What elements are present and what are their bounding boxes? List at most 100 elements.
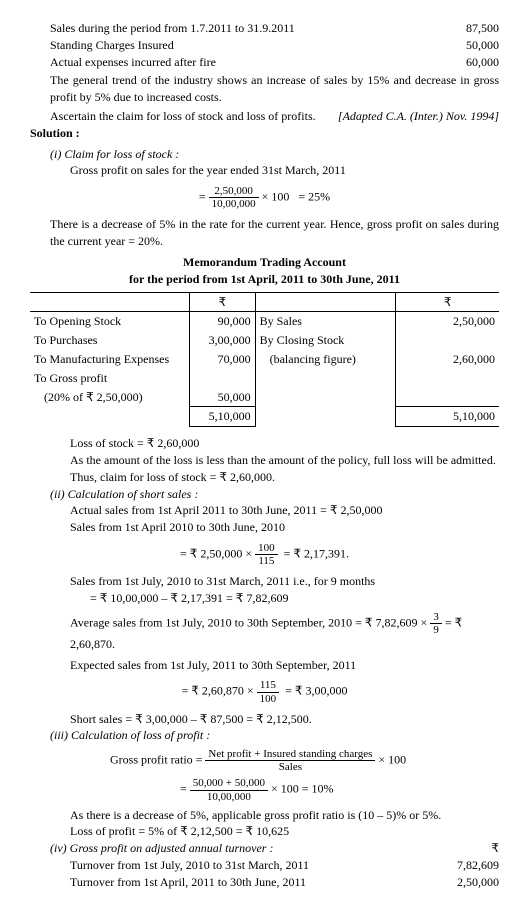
decrease-para: There is a decrease of 5% in the rate fo… bbox=[30, 216, 499, 250]
fraction: 2,50,000 10,00,000 bbox=[209, 185, 259, 210]
ii-eq1: = ₹ 2,50,000 × 100 115 = ₹ 2,17,391. bbox=[30, 542, 499, 567]
eq-pre: Average sales from 1st July, 2010 to 30t… bbox=[70, 615, 427, 629]
part-iii-head: (iii) Calculation of loss of profit : bbox=[30, 727, 499, 744]
frac-num: 115 bbox=[257, 679, 280, 692]
iv-r1: Turnover from 1st July, 2010 to 31st Mar… bbox=[30, 857, 499, 874]
memo-table: ₹ ₹ To Opening Stock 90,000 By Sales 2,5… bbox=[30, 292, 499, 428]
part-num: (i) bbox=[50, 147, 61, 161]
part-i-head: (i) Claim for loss of stock : bbox=[30, 146, 499, 163]
label: Sales during the period from 1.7.2011 to… bbox=[50, 20, 295, 37]
header-line-1: Sales during the period from 1.7.2011 to… bbox=[30, 20, 499, 37]
eq-pre: = ₹ 2,60,870 × bbox=[181, 684, 253, 698]
label: Actual expenses incurred after fire bbox=[50, 54, 216, 71]
ii-a3a: Sales from 1st July, 2010 to 31st March,… bbox=[30, 573, 499, 590]
part-title: Calculation of loss of profit : bbox=[71, 728, 210, 742]
rs-symbol: ₹ bbox=[439, 840, 499, 857]
frac-mult: × 100 bbox=[262, 190, 290, 204]
gp-equation: = 2,50,000 10,00,000 × 100 = 25% bbox=[30, 185, 499, 210]
frac-den: 115 bbox=[255, 555, 278, 567]
total-r: 5,10,000 bbox=[396, 407, 499, 427]
iii-gp-ratio: Gross profit ratio = Net profit + Insure… bbox=[30, 748, 499, 773]
value: 2,50,000 bbox=[439, 874, 499, 891]
eq-res: = ₹ 3,00,000 bbox=[285, 684, 347, 698]
header-line-3: Actual expenses incurred after fire 60,0… bbox=[30, 54, 499, 71]
frac-num: 3 bbox=[430, 611, 442, 624]
iii-p1: As there is a decrease of 5%, applicable… bbox=[30, 807, 499, 824]
loss-stock-1: Loss of stock = ₹ 2,60,000 bbox=[30, 435, 499, 452]
row-amt: 3,00,000 bbox=[189, 331, 255, 350]
frac-den: 10,00,000 bbox=[209, 198, 259, 210]
ascertain-row: Ascertain the claim for loss of stock an… bbox=[30, 108, 499, 125]
frac-num: 50,000 + 50,000 bbox=[190, 777, 268, 790]
row-label: To Manufacturing Expenses bbox=[30, 350, 189, 369]
rs-header-l: ₹ bbox=[189, 292, 255, 312]
row-label: By Sales bbox=[255, 312, 396, 331]
row-label: To Purchases bbox=[30, 331, 189, 350]
part-ii-head: (ii) Calculation of short sales : bbox=[30, 486, 499, 503]
row-amt: 70,000 bbox=[189, 350, 255, 369]
ii-a6: Short sales = ₹ 3,00,000 – ₹ 87,500 = ₹ … bbox=[30, 711, 499, 728]
total-l: 5,10,000 bbox=[189, 407, 255, 427]
rs-header-r: ₹ bbox=[396, 292, 499, 312]
fraction: Net profit + Insured standing charges Sa… bbox=[205, 748, 375, 773]
ii-a5: Expected sales from 1st July, 2011 to 30… bbox=[30, 657, 499, 674]
value: 50,000 bbox=[439, 37, 499, 54]
part-iv-head: (iv) Gross profit on adjusted annual tur… bbox=[30, 840, 499, 857]
fraction: 100 115 bbox=[255, 542, 278, 567]
row-label: To Gross profit bbox=[30, 369, 189, 388]
value: 60,000 bbox=[439, 54, 499, 71]
fraction: 115 100 bbox=[257, 679, 280, 704]
row-label: (20% of ₹ 2,50,000) bbox=[30, 388, 189, 407]
row-amt: 2,50,000 bbox=[396, 312, 499, 331]
frac-num: 2,50,000 bbox=[209, 185, 259, 198]
trend-para: The general trend of the industry shows … bbox=[30, 72, 499, 106]
memo-title1: Memorandum Trading Account bbox=[30, 254, 499, 271]
iii-p2: Loss of profit = 5% of ₹ 2,12,500 = ₹ 10… bbox=[30, 823, 499, 840]
frac-num: 100 bbox=[255, 542, 278, 555]
part-title: Calculation of short sales : bbox=[68, 487, 199, 501]
label: Standing Charges Insured bbox=[50, 37, 174, 54]
eq-res: = ₹ 2,17,391. bbox=[284, 546, 349, 560]
ii-a3b: = ₹ 10,00,000 – ₹ 2,17,391 = ₹ 7,82,609 bbox=[30, 590, 499, 607]
ii-a4: Average sales from 1st July, 2010 to 30t… bbox=[30, 611, 499, 653]
memo-title2: for the period from 1st April, 2011 to 3… bbox=[30, 271, 499, 288]
part-title: Claim for loss of stock : bbox=[64, 147, 179, 161]
row-label: To Opening Stock bbox=[30, 312, 189, 331]
part-i: (i) Claim for loss of stock : Gross prof… bbox=[30, 146, 499, 250]
part-num: (iv) bbox=[50, 841, 67, 855]
row-amt: 2,60,000 bbox=[396, 350, 499, 369]
frac-den: Sales bbox=[205, 761, 375, 773]
value: 87,500 bbox=[439, 20, 499, 37]
ii-a1: Actual sales from 1st April 2011 to 30th… bbox=[30, 502, 499, 519]
row-amt: 90,000 bbox=[189, 312, 255, 331]
part-title: Gross profit on adjusted annual turnover… bbox=[70, 841, 274, 855]
value: 7,82,609 bbox=[439, 857, 499, 874]
gp-label: Gross profit ratio = bbox=[110, 753, 202, 767]
frac-num: Net profit + Insured standing charges bbox=[205, 748, 375, 761]
fraction: 50,000 + 50,000 10,00,000 bbox=[190, 777, 268, 802]
adapted-text: [Adapted C.A. (Inter.) Nov. 1994] bbox=[338, 108, 499, 125]
label: Turnover from 1st July, 2010 to 31st Mar… bbox=[70, 857, 309, 874]
eq-pre: = ₹ 2,50,000 × bbox=[180, 546, 252, 560]
frac-result: = 25% bbox=[298, 190, 330, 204]
frac-den: 9 bbox=[430, 624, 442, 636]
loss-stock-3: Thus, claim for loss of stock = ₹ 2,60,0… bbox=[30, 469, 499, 486]
fraction: 3 9 bbox=[430, 611, 442, 636]
row-amt: 50,000 bbox=[189, 388, 255, 407]
frac-den: 100 bbox=[257, 693, 280, 705]
label: Turnover from 1st April, 2011 to 30th Ju… bbox=[70, 874, 306, 891]
ascertain-text: Ascertain the claim for loss of stock an… bbox=[50, 108, 316, 125]
frac-den: 10,00,000 bbox=[190, 791, 268, 803]
ii-eq2: = ₹ 2,60,870 × 115 100 = ₹ 3,00,000 bbox=[30, 679, 499, 704]
iv-r2: Turnover from 1st April, 2011 to 30th Ju… bbox=[30, 874, 499, 891]
part-num: (ii) bbox=[50, 487, 65, 501]
part-num: (iii) bbox=[50, 728, 68, 742]
solution-label: Solution : bbox=[30, 125, 499, 142]
iii-eq: = 50,000 + 50,000 10,00,000 × 100 = 10% bbox=[30, 777, 499, 802]
row-label: (balancing figure) bbox=[255, 350, 396, 369]
eq-res: × 100 = 10% bbox=[271, 782, 334, 796]
row-label: By Closing Stock bbox=[255, 331, 396, 350]
loss-stock-2: As the amount of the loss is less than t… bbox=[30, 452, 499, 469]
header-line-2: Standing Charges Insured 50,000 bbox=[30, 37, 499, 54]
ii-a2: Sales from 1st April 2010 to 30th June, … bbox=[30, 519, 499, 536]
